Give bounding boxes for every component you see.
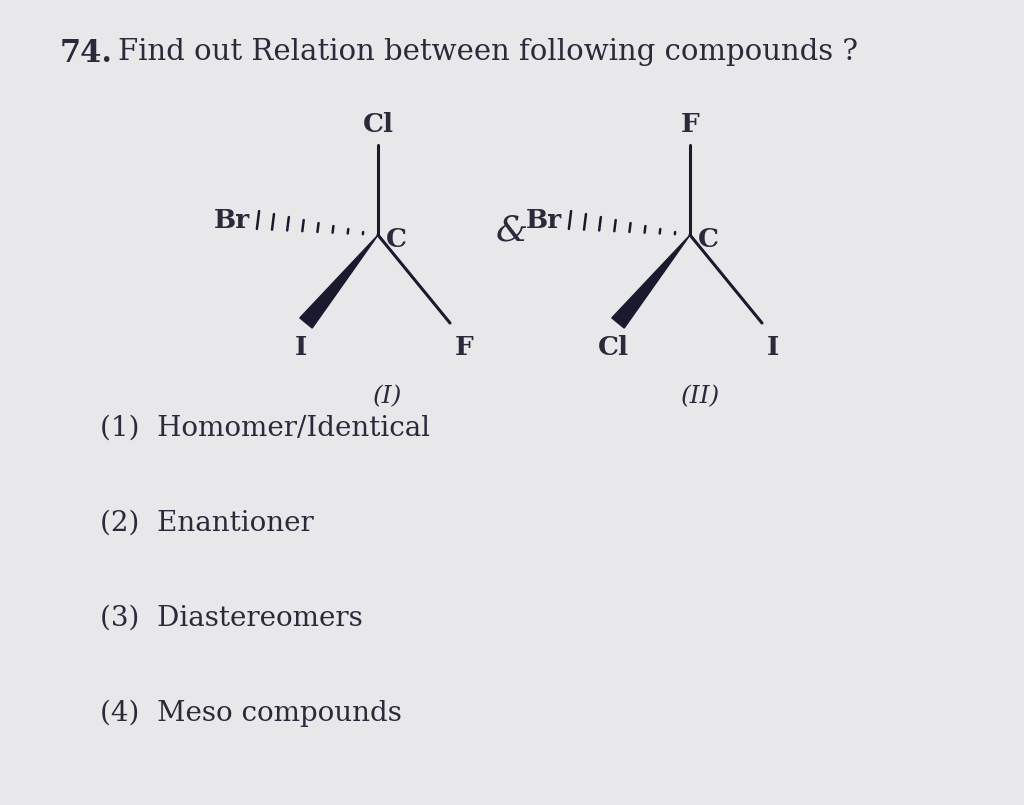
Text: C: C xyxy=(386,226,407,251)
Polygon shape xyxy=(611,235,690,328)
Text: C: C xyxy=(698,226,719,251)
Text: &: & xyxy=(496,213,528,247)
Polygon shape xyxy=(300,235,378,328)
Text: I: I xyxy=(767,335,779,360)
Text: F: F xyxy=(681,112,699,137)
Text: (2)  Enantioner: (2) Enantioner xyxy=(100,510,313,537)
Text: Find out Relation between following compounds ?: Find out Relation between following comp… xyxy=(118,38,858,66)
Text: Cl: Cl xyxy=(597,335,629,360)
Text: 74.: 74. xyxy=(60,38,113,69)
Text: Br: Br xyxy=(214,208,250,233)
Text: (1)  Homomer/Identical: (1) Homomer/Identical xyxy=(100,415,430,442)
Text: (II): (II) xyxy=(680,385,720,408)
Text: (I): (I) xyxy=(374,385,402,408)
Text: (4)  Meso compounds: (4) Meso compounds xyxy=(100,700,401,728)
Text: I: I xyxy=(295,335,307,360)
Text: (3)  Diastereomers: (3) Diastereomers xyxy=(100,605,362,632)
Text: Br: Br xyxy=(526,208,562,233)
Text: F: F xyxy=(455,335,474,360)
Text: Cl: Cl xyxy=(362,112,393,137)
